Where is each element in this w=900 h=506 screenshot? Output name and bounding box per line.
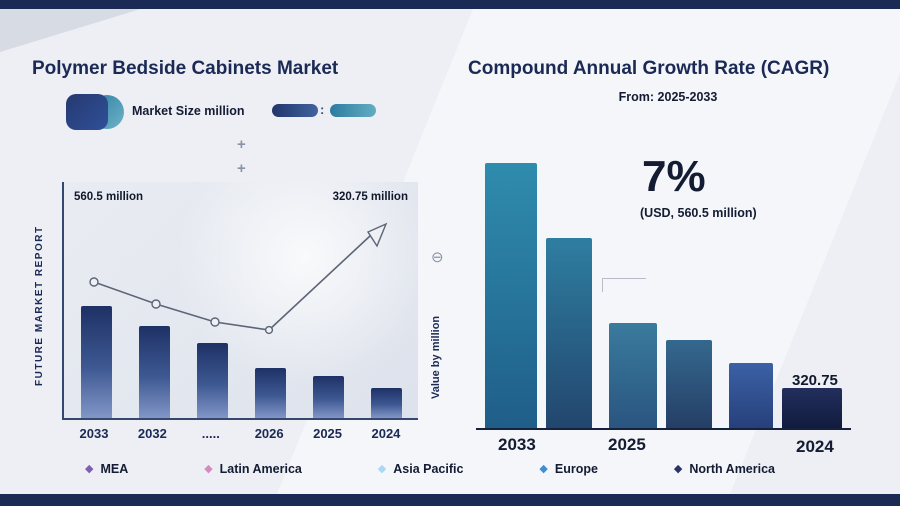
right-chart-subtitle: From: 2025-2033 [618,90,718,104]
bar-2026 [254,368,286,418]
bar-2025-series-b [666,340,712,428]
x-label-2033: 2033 [79,426,109,441]
right-chart-title: Compound Annual Growth Rate (CAGR) [468,58,830,79]
legend-item-north-america: ◆ North America [674,462,775,476]
legend-label-latin-america: Latin America [219,462,302,476]
legend: ◆ MEA ◆ Latin America ◆ Asia Pacific ◆ E… [85,462,775,476]
right-x-label-2025: 2025 [608,435,646,454]
x-label-2025: 2025 [313,426,343,441]
top-border-bar [0,0,900,9]
legend-label-asia-pacific: Asia Pacific [393,462,464,476]
trend-line-arrow [89,222,388,335]
right-chart-y-axis-label: Value by million [430,315,442,399]
left-chart-title: Polymer Bedside Cabinets Market [32,58,339,79]
plus-icon: + [237,160,246,177]
left-x-axis-labels: 2033 2032 ..... 2026 2025 2024 [72,426,408,441]
cagr-value: 7% [642,152,706,201]
left-bar-series [74,306,408,418]
left-chart-y-axis-label: FUTURE MARKET REPORT [34,225,45,386]
bar-2025 [312,376,344,418]
legend-item-mea: ◆ MEA [85,462,128,476]
right-bar-group-2033 [476,163,601,430]
x-label-2032: 2032 [137,426,167,441]
bar-2024-series-b [782,388,842,428]
bar-2024-series-a [729,363,773,428]
legend-marker-north-america-icon: ◆ [673,462,683,475]
legend-label-europe: Europe [554,462,598,476]
left-chart-panel: 560.5 million 320.75 million [62,182,418,420]
pill-colon: : [320,102,325,117]
bar-column [132,326,176,418]
x-label-2026: 2026 [254,426,284,441]
right-x-label-2033: 2033 [498,435,536,454]
legend-marker-asia-pacific-icon: ◆ [377,462,387,475]
bottom-border-bar [0,494,900,506]
legend-marker-mea-icon: ◆ [85,462,94,475]
annotation-max-value: 560.5 million [74,191,144,203]
circle-minus-icon: ⊖ [431,249,444,266]
bar-column [190,343,234,418]
legend-label-north-america: North America [689,462,775,476]
bar-2032 [138,326,170,418]
bar-2024 [370,388,402,418]
legend-marker-latin-america-icon: ◆ [204,462,213,475]
bar-2033-series-b [546,238,592,428]
bar-column [248,368,292,418]
bar-column [364,388,408,418]
pill-teal-decoration [330,104,376,117]
bar-2025-series-a [609,323,657,428]
legend-item-latin-america: ◆ Latin America [204,462,302,476]
bar-column [74,306,118,418]
right-bar-group-2025 [600,323,721,430]
right-x-label-2024: 2024 [796,437,834,456]
bar-intermediate [196,343,228,418]
legend-item-europe: ◆ Europe [539,462,598,476]
bar-column [306,376,350,418]
legend-marker-europe-icon: ◆ [539,462,548,475]
market-size-icon [66,94,108,130]
cagr-basis-note: (USD, 560.5 million) [640,206,757,220]
bar-2033-series-a [485,163,537,428]
pill-navy-decoration [272,104,318,117]
market-size-label: Market Size million [132,104,245,118]
bracket-decoration [602,278,646,292]
bar-2033 [80,306,112,418]
legend-label-mea: MEA [100,462,129,476]
legend-item-asia-pacific: ◆ Asia Pacific [378,462,464,476]
plus-icon: + [237,136,246,153]
annotation-2024-value: 320.75 [792,372,838,389]
annotation-min-value: 320.75 million [332,191,408,203]
x-label-2024: 2024 [371,426,401,441]
x-label-dots: ..... [201,426,220,441]
right-bar-group-2024 [720,363,851,430]
